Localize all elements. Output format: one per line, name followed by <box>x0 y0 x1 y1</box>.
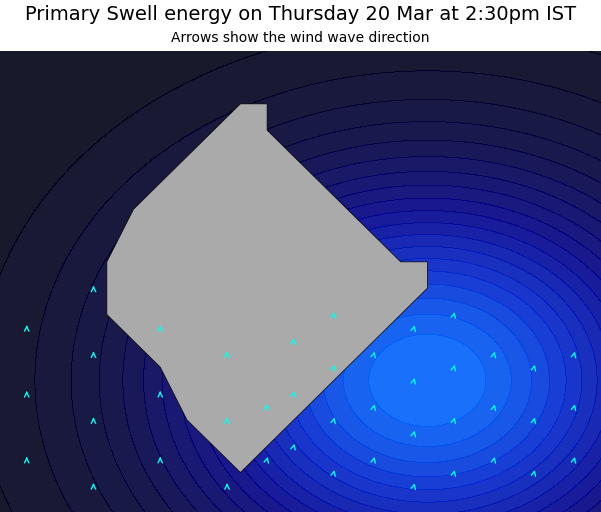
Text: Primary Swell energy on Thursday 20 Mar at 2:30pm IST: Primary Swell energy on Thursday 20 Mar … <box>25 5 576 24</box>
Text: Arrows show the wind wave direction: Arrows show the wind wave direction <box>171 31 430 46</box>
Polygon shape <box>107 104 427 473</box>
